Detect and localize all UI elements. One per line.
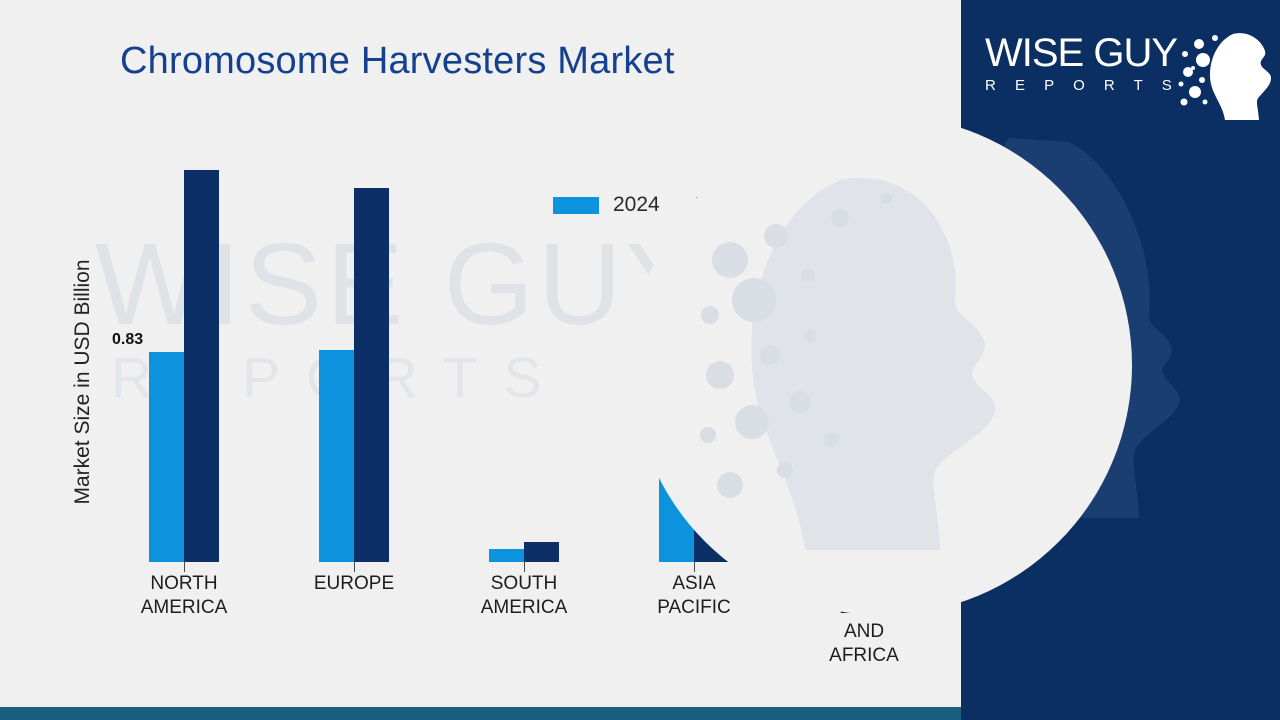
legend-label-2024: 2024 bbox=[613, 193, 660, 216]
bar-group: 0.83 NORTH AMERICA bbox=[104, 170, 264, 618]
bar-group: SOUTH AMERICA bbox=[444, 170, 604, 618]
bar-2024[interactable] bbox=[149, 352, 184, 562]
bar-group: EUROPE bbox=[274, 170, 434, 594]
logo-wordmark: WISE GUY bbox=[985, 31, 1178, 75]
bar-2032[interactable] bbox=[184, 170, 219, 562]
bubble-head-watermark-icon bbox=[700, 177, 996, 550]
category-label: ASIA PACIFIC bbox=[657, 573, 731, 618]
category-label: NORTH AMERICA bbox=[140, 573, 228, 618]
axis-tick bbox=[694, 562, 695, 572]
bar-2032[interactable] bbox=[354, 187, 389, 562]
axis-tick bbox=[354, 562, 355, 572]
bar-pair bbox=[489, 541, 559, 562]
plot-area: 0.83 NORTH AMERICA EUROPE SOUTH AMERICA ASIA PA… bbox=[110, 170, 940, 666]
bar-value-label: 0.83 bbox=[112, 331, 144, 349]
logo-subtitle: R E P O R T S bbox=[985, 77, 1180, 94]
bar-2024[interactable] bbox=[319, 349, 354, 562]
bar-2032[interactable] bbox=[524, 541, 559, 562]
wiseguy-logo[interactable]: WISE GUY R E P O R T S bbox=[985, 31, 1271, 121]
y-axis-label: Market Size in USD Billion bbox=[71, 259, 94, 505]
bar-pair bbox=[149, 170, 219, 562]
bar-pair bbox=[319, 187, 389, 562]
category-label: EUROPE bbox=[313, 573, 395, 594]
bar-chart: Market Size in USD Billion 2024 2032 0.8… bbox=[71, 170, 940, 666]
dotted-head-profile-icon bbox=[1178, 33, 1271, 121]
legend-item-2024[interactable]: 2024 bbox=[553, 193, 660, 217]
category-label: SOUTH AMERICA bbox=[480, 573, 568, 618]
axis-tick bbox=[184, 562, 185, 572]
legend-swatch-2024 bbox=[553, 196, 599, 214]
bar-2024[interactable] bbox=[489, 549, 524, 562]
axis-tick bbox=[524, 562, 525, 572]
page-title: Chromosome Harvesters Market bbox=[120, 40, 675, 82]
bottom-accent-bar bbox=[0, 707, 961, 720]
